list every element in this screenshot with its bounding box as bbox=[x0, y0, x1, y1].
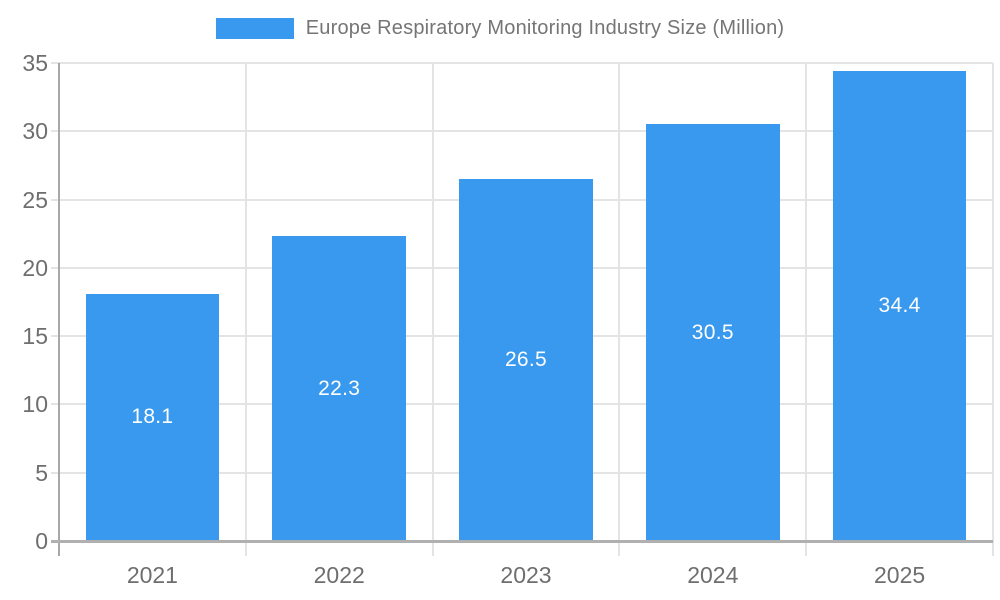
y-gridline bbox=[51, 62, 993, 64]
y-axis-tick-label: 30 bbox=[22, 118, 48, 145]
x-axis-tick-label: 2021 bbox=[126, 562, 178, 588]
x-axis-tick-label: 2023 bbox=[500, 562, 552, 588]
column-gridline bbox=[992, 63, 994, 556]
y-axis-tick-label: 5 bbox=[35, 459, 48, 486]
legend-label: Europe Respiratory Monitoring Industry S… bbox=[305, 17, 785, 39]
chart-legend: Europe Respiratory Monitoring Industry S… bbox=[0, 17, 1000, 40]
column-gridline bbox=[618, 63, 621, 556]
bar-value-label: 18.1 bbox=[131, 405, 174, 429]
x-axis-tick-label: 2024 bbox=[687, 562, 739, 588]
x-axis-tick-label: 2025 bbox=[874, 562, 926, 588]
bar-2023: 26.5 bbox=[459, 179, 593, 541]
bar-2024: 30.5 bbox=[646, 124, 780, 541]
y-axis-line bbox=[58, 63, 60, 556]
column-gridline bbox=[805, 63, 808, 556]
x-axis-tick-label: 2022 bbox=[313, 562, 365, 588]
legend-swatch bbox=[215, 18, 294, 39]
y-gridline bbox=[51, 130, 993, 133]
bar-value-label: 22.3 bbox=[318, 376, 361, 400]
y-axis-tick-label: 15 bbox=[22, 323, 48, 350]
y-axis-tick-label: 0 bbox=[35, 528, 48, 554]
bar-value-label: 34.4 bbox=[878, 294, 921, 318]
bar-2022: 22.3 bbox=[272, 236, 406, 541]
y-axis-tick-label: 20 bbox=[22, 254, 48, 281]
bar-2025: 34.4 bbox=[832, 71, 967, 541]
y-axis-tick-label: 35 bbox=[22, 50, 48, 76]
column-gridline bbox=[431, 63, 434, 556]
bar-2021: 18.1 bbox=[85, 293, 220, 541]
bar-value-label: 26.5 bbox=[504, 348, 548, 372]
bar-value-label: 30.5 bbox=[691, 320, 734, 344]
x-axis-baseline bbox=[51, 540, 993, 543]
y-axis-tick-label: 25 bbox=[22, 186, 48, 213]
column-gridline bbox=[244, 63, 247, 556]
y-axis-tick-label: 10 bbox=[22, 391, 48, 418]
